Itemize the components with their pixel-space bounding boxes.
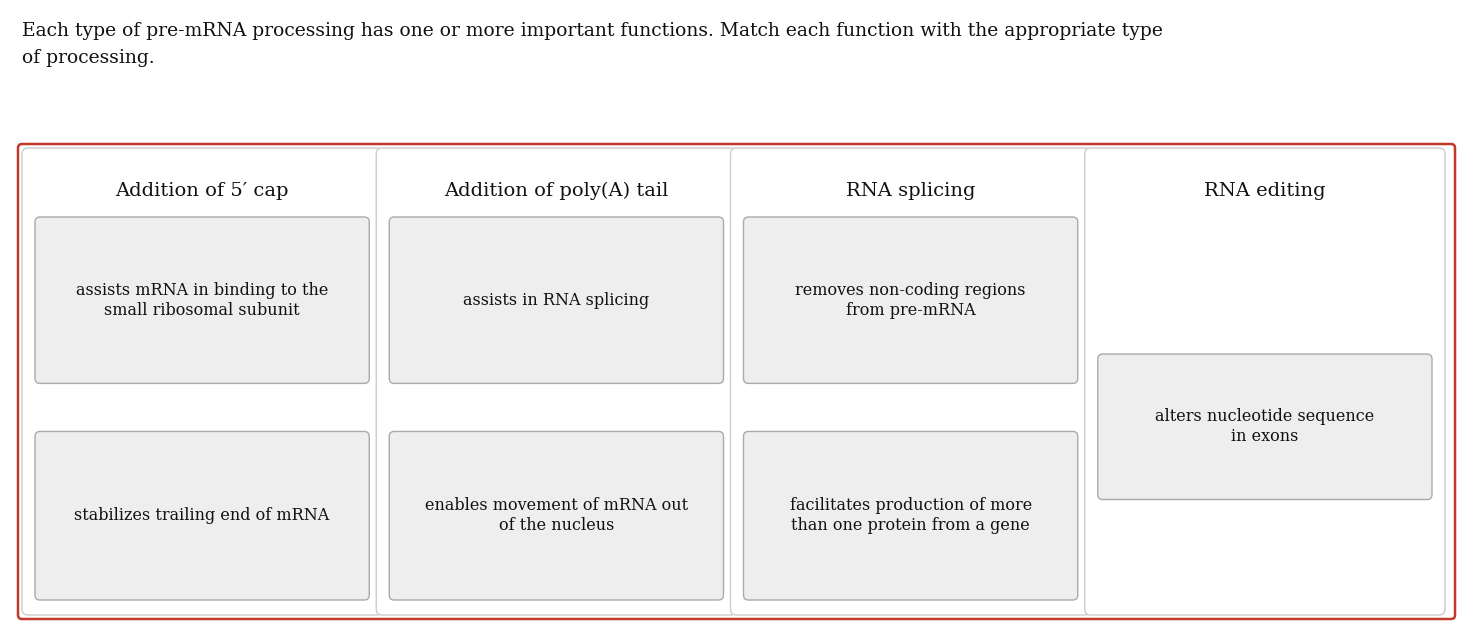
FancyBboxPatch shape <box>744 217 1078 383</box>
FancyBboxPatch shape <box>1084 148 1445 615</box>
Text: Each type of pre-mRNA processing has one or more important functions. Match each: Each type of pre-mRNA processing has one… <box>22 22 1162 67</box>
Text: Addition of 5′ cap: Addition of 5′ cap <box>115 182 289 200</box>
Text: facilitates production of more
than one protein from a gene: facilitates production of more than one … <box>790 497 1031 534</box>
Text: removes non-coding regions
from pre-mRNA: removes non-coding regions from pre-mRNA <box>795 282 1025 318</box>
FancyBboxPatch shape <box>389 217 723 383</box>
FancyBboxPatch shape <box>22 148 383 615</box>
Text: assists mRNA in binding to the
small ribosomal subunit: assists mRNA in binding to the small rib… <box>77 282 328 318</box>
Text: enables movement of mRNA out
of the nucleus: enables movement of mRNA out of the nucl… <box>424 497 688 534</box>
Text: Addition of poly(A) tail: Addition of poly(A) tail <box>445 182 669 200</box>
Text: RNA splicing: RNA splicing <box>846 182 975 200</box>
FancyBboxPatch shape <box>35 431 370 600</box>
FancyBboxPatch shape <box>1097 354 1432 499</box>
FancyBboxPatch shape <box>376 148 736 615</box>
FancyBboxPatch shape <box>18 144 1455 619</box>
FancyBboxPatch shape <box>731 148 1090 615</box>
Text: assists in RNA splicing: assists in RNA splicing <box>463 291 650 309</box>
Text: alters nucleotide sequence
in exons: alters nucleotide sequence in exons <box>1155 409 1374 445</box>
FancyBboxPatch shape <box>389 431 723 600</box>
FancyBboxPatch shape <box>35 217 370 383</box>
FancyBboxPatch shape <box>744 431 1078 600</box>
Text: RNA editing: RNA editing <box>1203 182 1326 200</box>
Text: stabilizes trailing end of mRNA: stabilizes trailing end of mRNA <box>75 507 330 524</box>
